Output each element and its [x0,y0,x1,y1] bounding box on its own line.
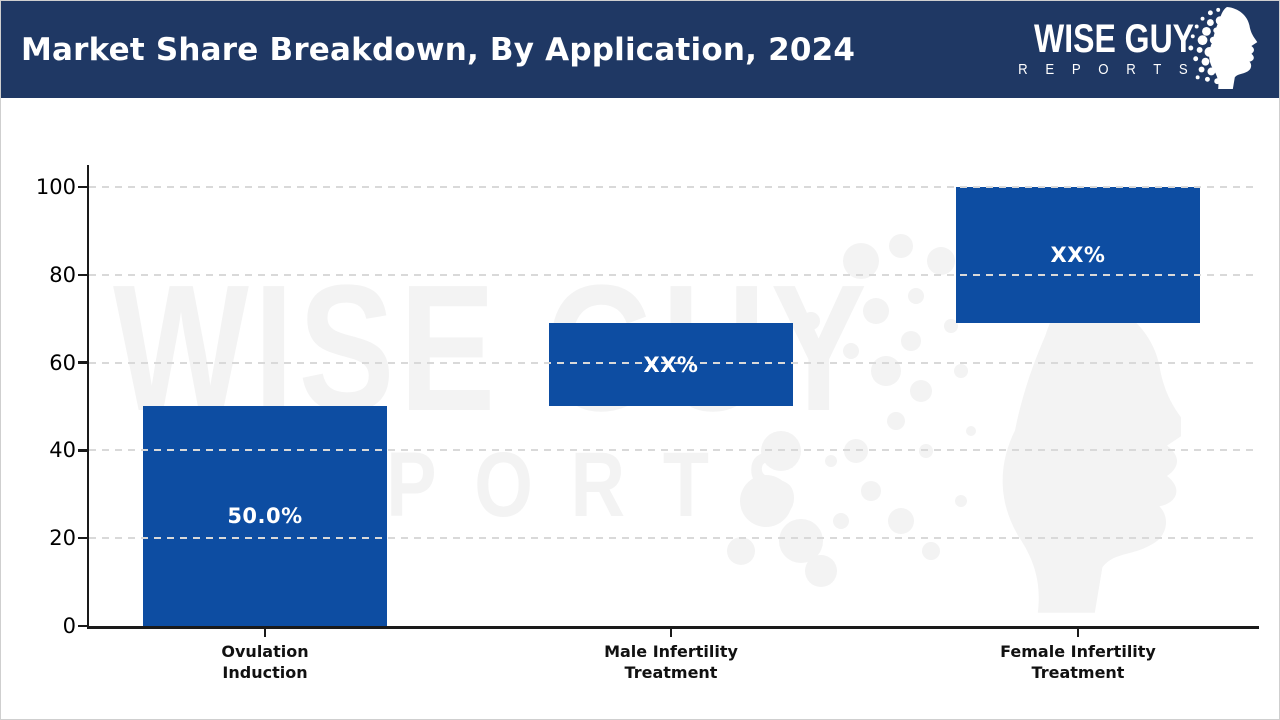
x-category-label-2: Male Infertility Treatment [604,642,738,682]
bar-2: XX% [549,323,793,407]
x-tick-2 [669,628,673,637]
logo-head-icon [1188,6,1258,90]
y-tick-label-100: 100 [35,174,76,199]
bar-1: 50.0% [143,406,387,626]
y-tick-80 [77,273,87,276]
y-tick-label-0: 0 [62,614,76,638]
gridline-20 [89,537,1259,540]
x-tick-3 [1076,628,1080,637]
gridline-80 [89,273,1259,276]
logo-wordmark: WISE GUY [1034,17,1195,61]
y-tick-label-80: 80 [49,262,76,287]
logo-subtext: R E P O R T S [1018,61,1195,78]
wise-guy-logo: WISE GUY R E P O R T S [994,5,1269,91]
y-tick-20 [77,536,87,540]
chart-title: Market Share Breakdown, By Application, … [21,31,856,68]
y-tick-label-20: 20 [49,526,76,551]
header: Market Share Breakdown, By Application, … [1,1,1279,98]
x-axis-line [86,626,1259,629]
bar-value-label: 50.0% [227,504,303,529]
bar-value-label: XX% [643,352,699,377]
x-category-label-1: Ovulation Induction [221,642,309,682]
x-category-label-3: Female Infertility Treatment [1000,642,1156,682]
gridline-40 [89,449,1259,452]
y-tick-0 [77,624,87,628]
y-tick-label-40: 40 [49,438,76,463]
y-tick-100 [77,185,87,189]
plot-area: 50.0% XX% XX% 0 20 40 60 80 100 Ovulation Inducti… [36,165,1259,682]
logo-text: WISE GUY R E P O R T S [994,18,1195,78]
gridline-60 [89,361,1259,364]
y-tick-label-60: 60 [49,350,76,375]
y-tick-40 [77,449,87,452]
bar-value-label: XX% [1050,243,1106,268]
gridline-100 [89,185,1259,188]
y-axis-line [86,165,89,629]
y-tick-60 [77,361,87,364]
x-tick-1 [263,628,267,637]
bar-3: XX% [956,186,1200,324]
